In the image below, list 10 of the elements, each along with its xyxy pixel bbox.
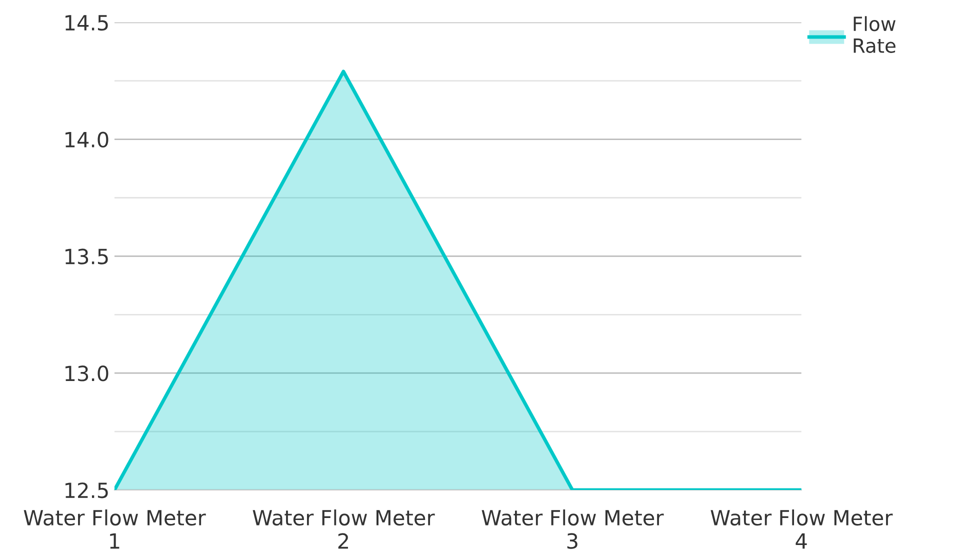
y-tick-label: 13.0 [66, 366, 108, 382]
x-tick-label: Water Flow Meter 1 [24, 509, 206, 549]
y-tick-label: 14.0 [66, 132, 108, 148]
x-tick-label: Water Flow Meter 2 [252, 509, 435, 549]
legend-label: Flow Rate [854, 16, 896, 53]
y-tick-label: 12.5 [66, 482, 108, 498]
y-tick-label: 13.5 [66, 248, 108, 264]
y-tick-label: 14.5 [66, 15, 108, 31]
x-tick-label: Water Flow Meter 4 [710, 509, 893, 549]
x-tick-label: Water Flow Meter 3 [482, 509, 664, 549]
